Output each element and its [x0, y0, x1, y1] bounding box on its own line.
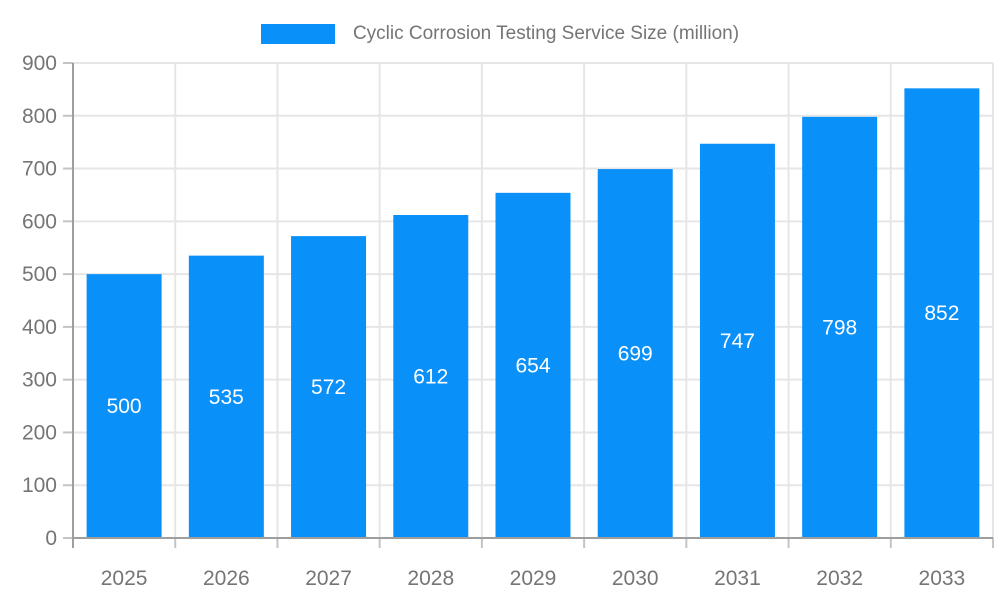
- x-tick-label-2026: 2026: [203, 567, 250, 590]
- x-tick-label-2025: 2025: [101, 567, 148, 590]
- bar-label-2032: 798: [822, 316, 857, 339]
- bar-label-2030: 699: [618, 343, 653, 366]
- bar-label-2031: 747: [720, 330, 755, 353]
- y-tick-label-900: 900: [22, 52, 57, 75]
- bar-label-2029: 654: [515, 354, 550, 377]
- x-tick-label-2030: 2030: [612, 567, 659, 590]
- bar-2032[interactable]: [802, 116, 878, 538]
- bar-label-2033: 852: [924, 302, 959, 325]
- y-tick-label-200: 200: [22, 421, 57, 444]
- x-tick-label-2028: 2028: [407, 567, 454, 590]
- y-tick-label-300: 300: [22, 369, 57, 392]
- y-tick-label-700: 700: [22, 158, 57, 181]
- x-gridlines: [72, 63, 994, 548]
- bar-label-2026: 535: [209, 386, 244, 409]
- bar-2027[interactable]: [291, 236, 367, 538]
- bar-2025[interactable]: [86, 274, 162, 538]
- x-tick-label-2032: 2032: [816, 567, 863, 590]
- x-tick-label-2027: 2027: [305, 567, 352, 590]
- bar-2029[interactable]: [495, 192, 571, 539]
- y-axis-ticks: [63, 62, 73, 539]
- y-tick-label-800: 800: [22, 105, 57, 128]
- y-tick-label-400: 400: [22, 316, 57, 339]
- x-axis-labels: 2025 2026 2027 2028 2029 2030 2031 2032 2033: [101, 567, 965, 590]
- y-axis-labels: 0 100 200 300 400 500 600 700 800 900: [22, 52, 57, 550]
- y-tick-label-600: 600: [22, 210, 57, 233]
- x-tick-label-2033: 2033: [919, 567, 966, 590]
- legend-label: Cyclic Corrosion Testing Service Size (m…: [352, 23, 740, 44]
- bar-2030[interactable]: [597, 169, 673, 539]
- bar-2033[interactable]: [904, 88, 980, 538]
- bar-label-2025: 500: [107, 395, 142, 418]
- legend[interactable]: Cyclic Corrosion Testing Service Size (m…: [0, 24, 1000, 44]
- bar-2026[interactable]: [188, 255, 264, 538]
- bar-2031[interactable]: [699, 143, 775, 538]
- y-tick-label-100: 100: [22, 474, 57, 497]
- legend-swatch: [260, 24, 335, 44]
- x-tick-label-2029: 2029: [510, 567, 557, 590]
- y-tick-label-500: 500: [22, 263, 57, 286]
- y-tick-label-0: 0: [45, 527, 57, 550]
- bar-2028[interactable]: [393, 215, 469, 538]
- bar-label-2027: 572: [311, 376, 346, 399]
- bar-label-2028: 612: [413, 366, 448, 389]
- bars: [86, 88, 980, 539]
- bar-labels: 500 535 572 612 654 699 747 798 852: [107, 302, 960, 418]
- x-tick-label-2031: 2031: [714, 567, 761, 590]
- axis-lines: [72, 63, 993, 548]
